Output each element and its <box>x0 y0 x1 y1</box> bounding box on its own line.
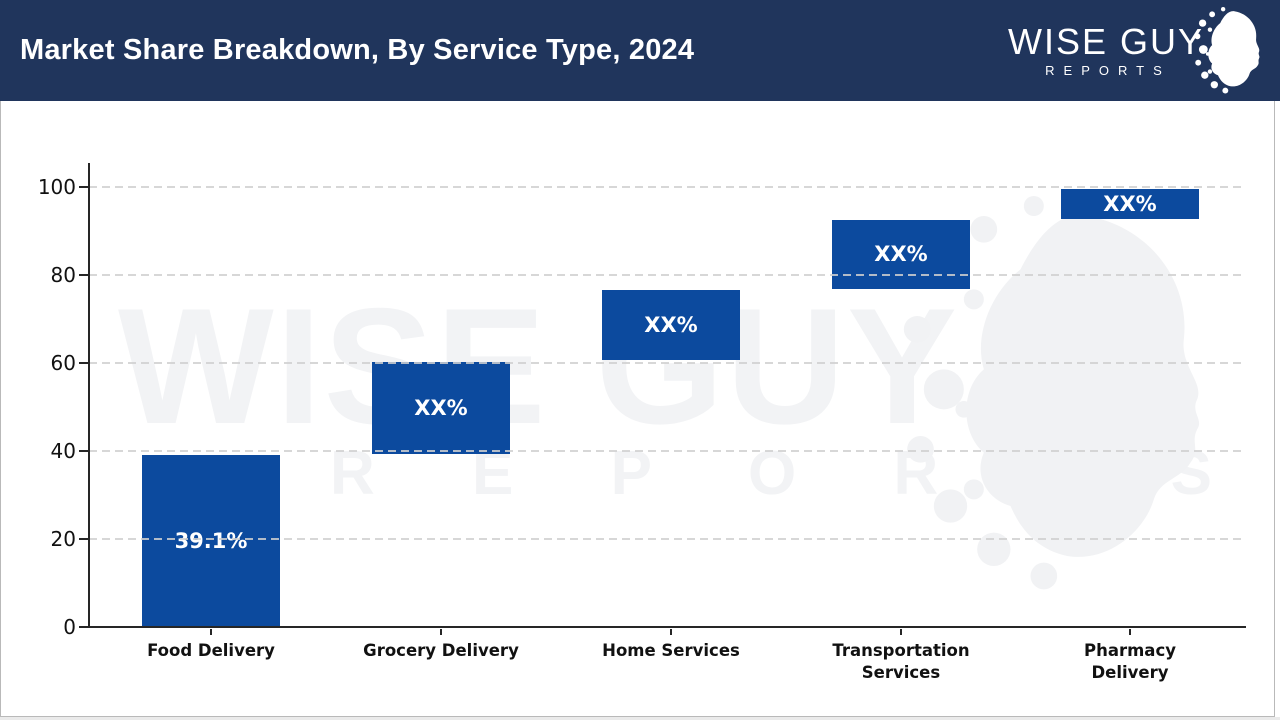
bar-pharmacy-delivery: XX% <box>1061 188 1199 220</box>
y-axis-tick <box>79 450 88 452</box>
grid-line <box>89 538 1246 540</box>
y-axis-tick <box>79 538 88 540</box>
watermark-wordmark: WISE GUY <box>118 274 960 458</box>
y-axis-tick <box>79 186 88 188</box>
bar-transportation-services: XX% <box>832 220 970 289</box>
frame-border-left <box>0 101 1 717</box>
y-tick-label: 60 <box>50 351 76 375</box>
y-axis-tick <box>79 362 88 364</box>
bar-value-label: XX% <box>414 395 468 420</box>
bar-value-label: XX% <box>1103 191 1157 216</box>
frame-border-bottom <box>0 716 1275 717</box>
grid-line <box>89 362 1246 364</box>
y-axis-tick <box>79 274 88 276</box>
page-title: Market Share Breakdown, By Service Type,… <box>20 34 695 66</box>
x-axis-tick <box>440 629 442 635</box>
bar-chart: 0 20 40 60 80 100 39.1% XX% XX% XX% XX% Food Delive… <box>0 101 1280 717</box>
logo-subtitle: REPORTS <box>1045 63 1171 78</box>
x-category-label: Transportation Services <box>832 641 970 682</box>
y-tick-label: 40 <box>50 439 76 463</box>
bar-food-delivery: 39.1% <box>142 454 280 627</box>
x-axis-line <box>88 626 1246 628</box>
dotted-head-icon <box>1194 6 1260 94</box>
y-axis-tick <box>79 626 88 628</box>
x-axis-tick <box>210 629 212 635</box>
header-bar: Market Share Breakdown, By Service Type,… <box>0 0 1280 101</box>
y-tick-label: 20 <box>50 527 76 551</box>
grid-line <box>89 450 1246 452</box>
x-category-label: Home Services <box>602 641 740 660</box>
y-axis-line <box>88 163 90 628</box>
x-axis-tick <box>1129 629 1131 635</box>
x-category-label: Food Delivery <box>147 641 275 660</box>
x-axis-tick <box>670 629 672 635</box>
bar-value-label: XX% <box>644 312 698 337</box>
grid-line <box>89 186 1246 188</box>
y-tick-label: 80 <box>50 263 76 287</box>
x-axis-tick <box>900 629 902 635</box>
x-category-label: Pharmacy Delivery <box>1084 641 1176 682</box>
bar-value-label: 39.1% <box>174 528 248 553</box>
bar-home-services: XX% <box>602 289 740 360</box>
bar-value-label: XX% <box>874 242 928 267</box>
logo-wordmark: WISE GUY <box>1007 21 1204 62</box>
wise-guy-reports-logo: WISE GUY REPORTS <box>1007 6 1280 95</box>
y-tick-label: 100 <box>37 175 76 199</box>
bottom-strip <box>0 717 1280 720</box>
x-category-label: Grocery Delivery <box>363 641 519 660</box>
logo-text: WISE GUY REPORTS <box>1007 21 1204 79</box>
grid-line <box>89 274 1246 276</box>
bar-grocery-delivery: XX% <box>372 361 510 454</box>
frame-border-right <box>1274 101 1275 717</box>
y-tick-label: 0 <box>63 615 76 639</box>
